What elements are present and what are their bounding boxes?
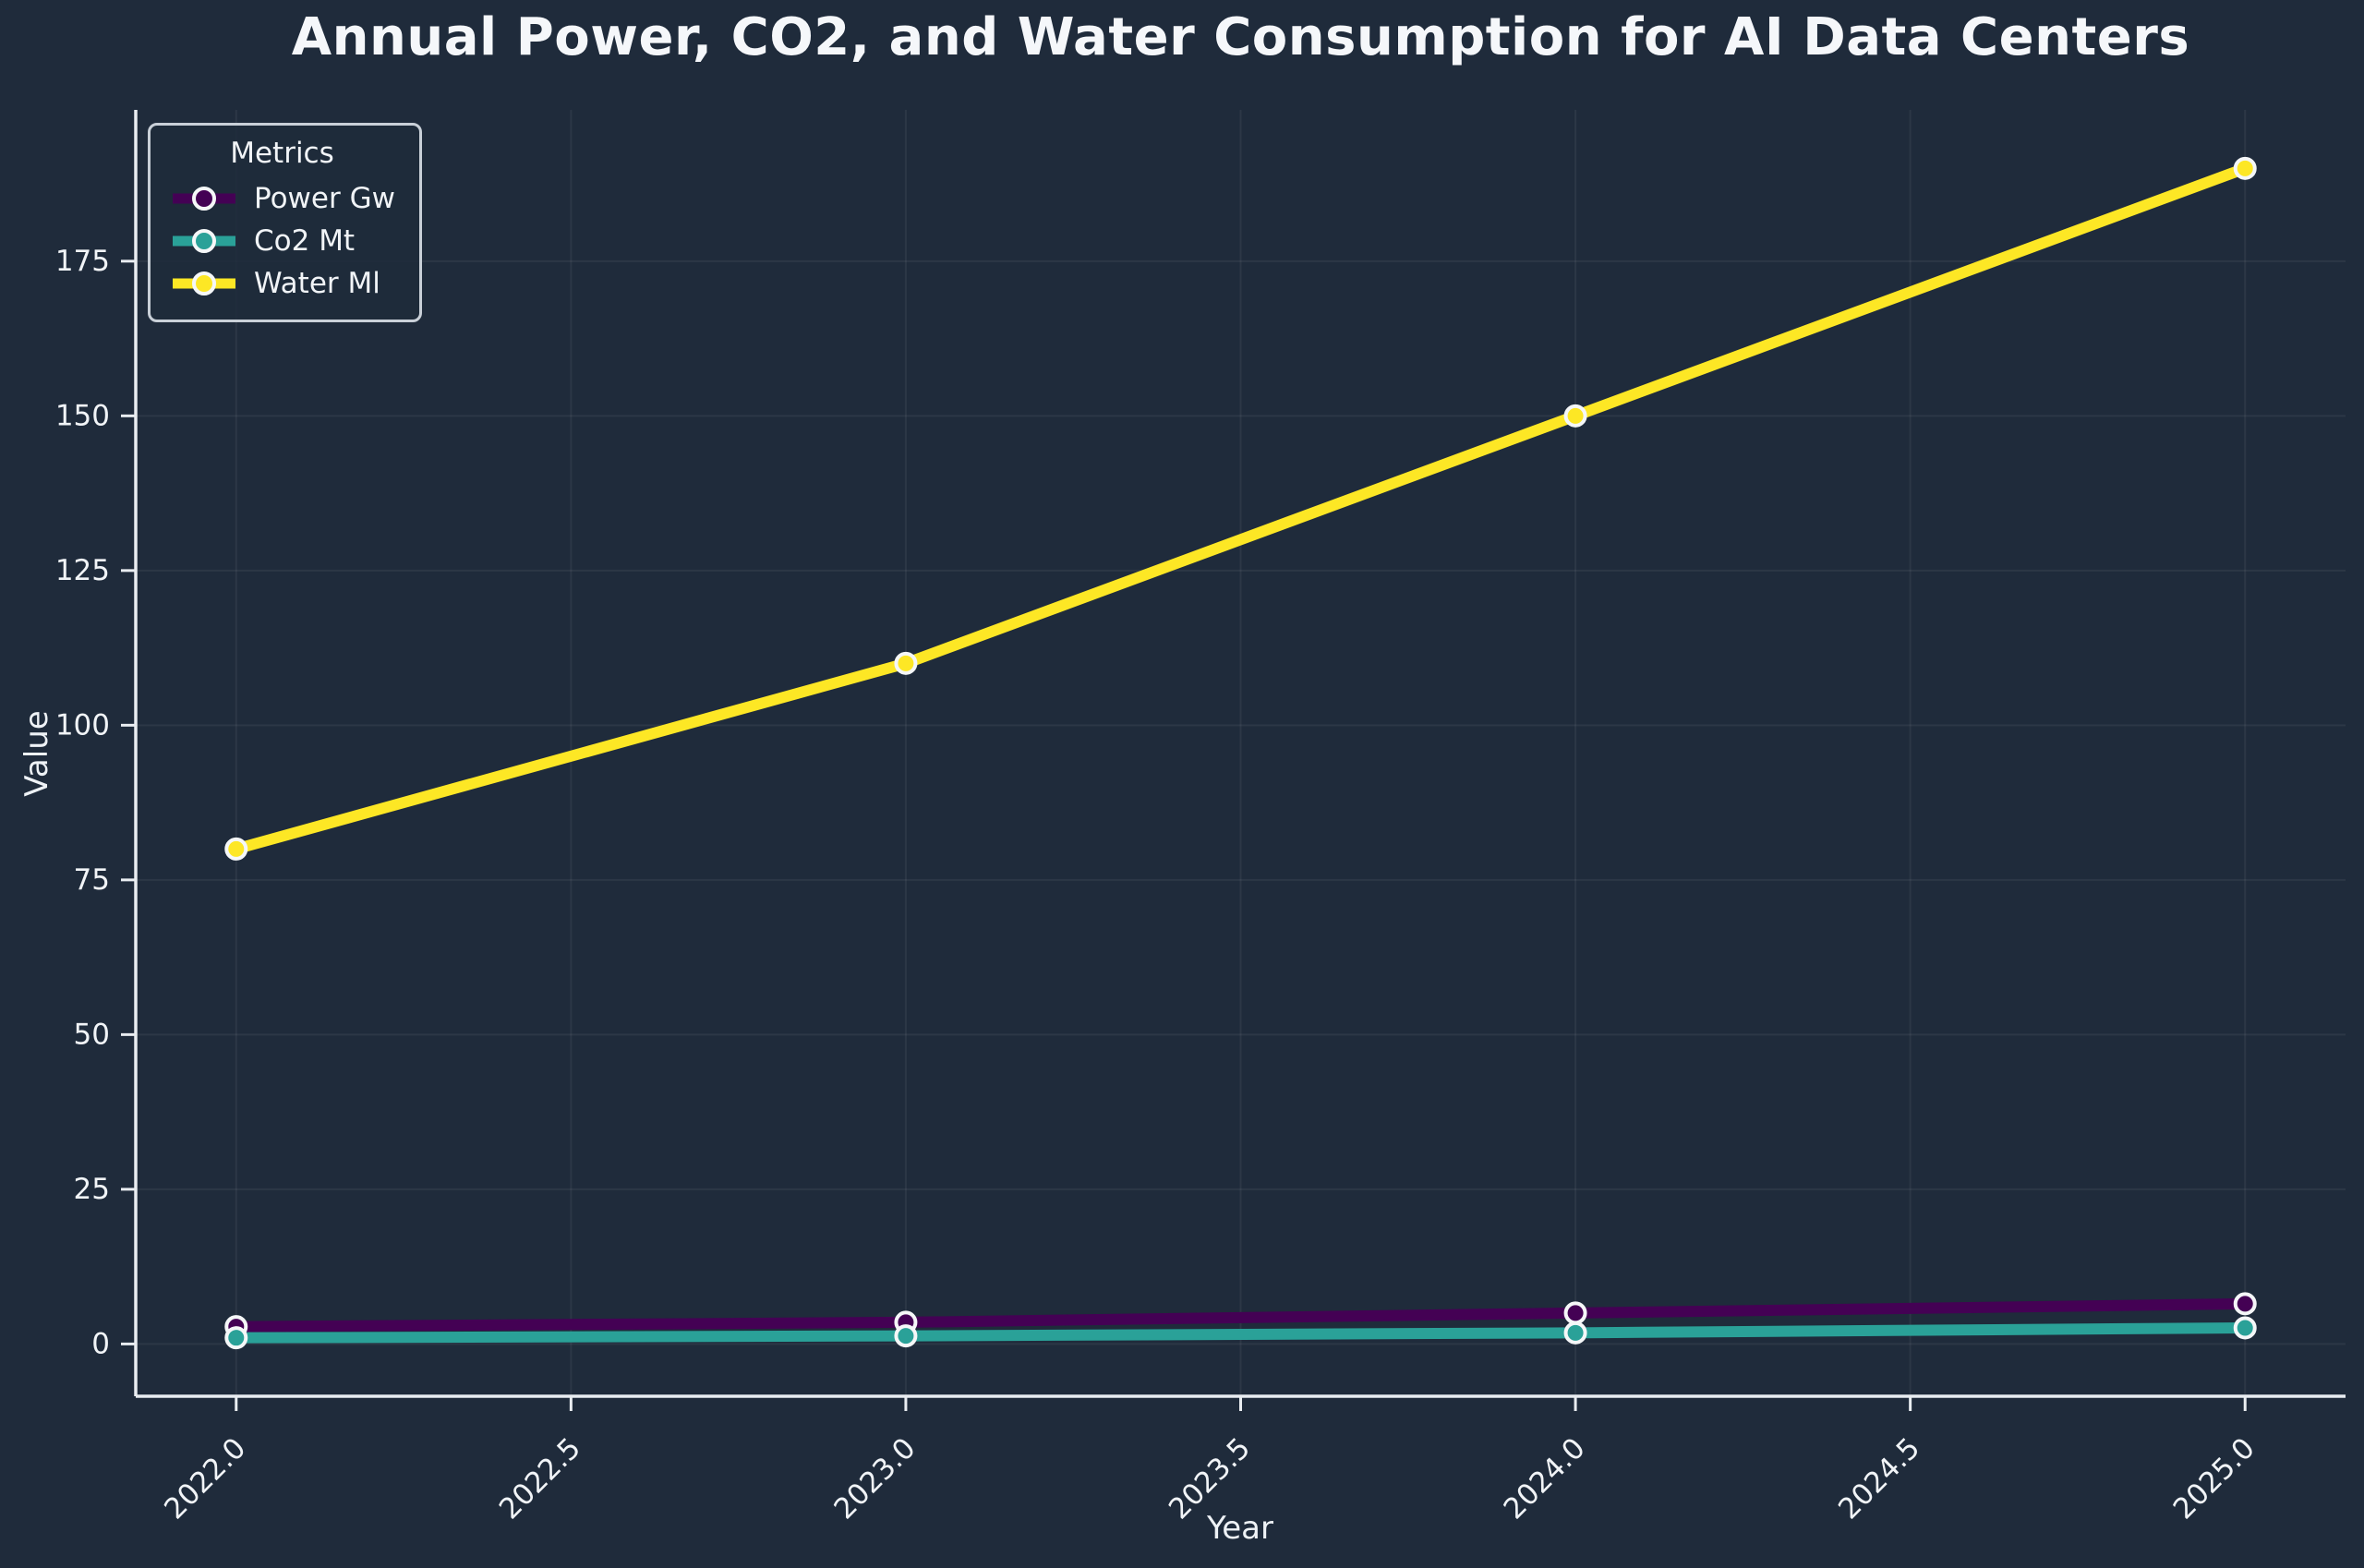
y-tick-label: 100 <box>55 708 110 742</box>
legend-entry-label: Co2 Mt <box>254 224 356 258</box>
data-point-marker-water-ml <box>1563 404 1587 428</box>
legend-entry-label: Water Ml <box>254 267 380 300</box>
data-point-marker-co2-mt <box>224 1326 248 1350</box>
x-tick-label: 2024.0 <box>1498 1431 1592 1526</box>
legend-line-sample <box>173 229 235 253</box>
data-point-marker-power-gw <box>1563 1301 1587 1325</box>
legend-line-sample <box>173 187 235 211</box>
data-point-marker-water-ml <box>224 837 248 861</box>
y-tick-label: 75 <box>74 863 110 897</box>
data-point-marker-co2-mt <box>1563 1321 1587 1345</box>
chart-title: Annual Power, CO2, and Water Consumption… <box>291 7 2190 67</box>
data-point-marker-power-gw <box>2233 1292 2257 1316</box>
y-tick-label: 0 <box>91 1327 110 1360</box>
series-line-power-gw <box>230 1297 2251 1333</box>
x-tick-label: 2023.0 <box>827 1431 922 1526</box>
legend-line-sample <box>173 271 235 296</box>
data-point-marker-co2-mt <box>894 1324 918 1348</box>
data-point-marker-co2-mt <box>2233 1316 2257 1340</box>
legend-entry-co2-mt: Co2 Mt <box>169 220 395 262</box>
legend-entry-label: Power Gw <box>254 182 395 215</box>
x-tick-label: 2025.0 <box>2167 1431 2261 1526</box>
legend-entry-water-ml: Water Ml <box>169 262 395 305</box>
x-tick-label: 2022.0 <box>158 1431 252 1526</box>
series-line-co2-mt <box>230 1321 2251 1344</box>
y-tick-label: 50 <box>74 1018 110 1051</box>
data-point-marker-water-ml <box>894 651 918 675</box>
y-tick-label: 175 <box>55 245 110 278</box>
y-tick-label: 25 <box>74 1173 110 1206</box>
x-axis-label: Year <box>1207 1510 1273 1547</box>
y-axis-label: Value <box>18 710 55 797</box>
legend-entries: Power Gw Co2 Mt Water Ml <box>169 177 395 305</box>
y-tick-label: 125 <box>55 554 110 587</box>
y-tick-label: 150 <box>55 399 110 432</box>
x-tick-label: 2024.5 <box>1832 1431 1926 1526</box>
data-point-marker-water-ml <box>2233 156 2257 180</box>
series-line-water-ml <box>230 163 2251 855</box>
legend-title: Metrics <box>230 137 334 170</box>
legend: Metrics Power Gw Co2 Mt Water Ml <box>148 123 422 322</box>
x-tick-label: 2022.5 <box>493 1431 587 1526</box>
legend-entry-power-gw: Power Gw <box>169 177 395 220</box>
